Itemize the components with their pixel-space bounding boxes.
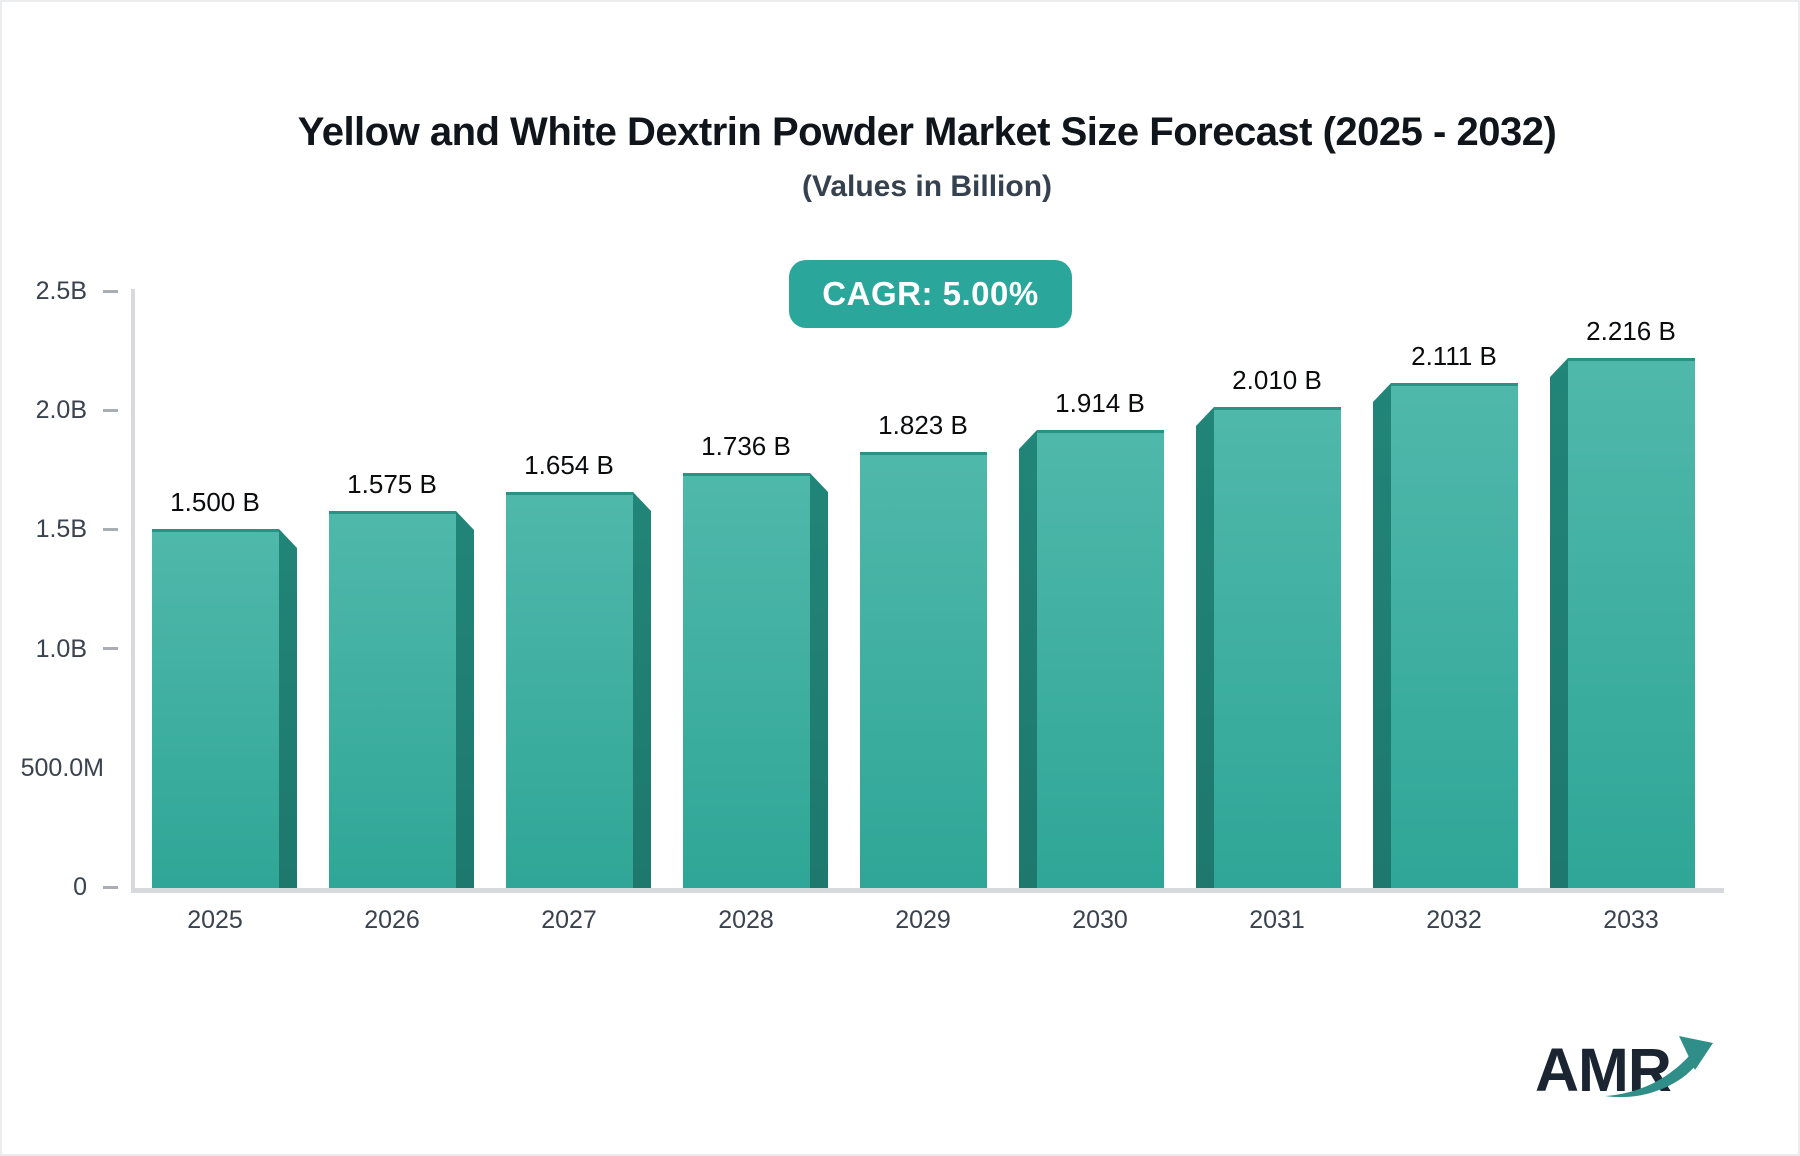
y-axis-tick [103, 647, 118, 651]
y-axis-tick [103, 289, 118, 293]
bar-3d-side [810, 473, 828, 888]
bar-value-label: 1.914 B [1055, 388, 1145, 418]
cagr-badge-label: CAGR: 5.00% [822, 275, 1039, 312]
cagr-badge: CAGR: 5.00% [789, 260, 1072, 328]
bar-value-label: 2.111 B [1411, 341, 1497, 371]
y-axis-tick [103, 408, 118, 412]
bar-3d-side [1019, 430, 1037, 888]
bar-2026 [329, 511, 474, 888]
y-axis-tick [103, 527, 118, 531]
x-axis-label: 2026 [364, 906, 420, 934]
bar-face [329, 511, 456, 888]
y-axis-label: 1.5B [35, 515, 87, 544]
bar-face [1214, 407, 1341, 888]
bar-value-label: 2.216 B [1586, 316, 1676, 346]
x-axis-label: 2030 [1072, 906, 1128, 934]
y-axis-label: 2.5B [35, 277, 87, 305]
bar-value-label: 1.736 B [701, 431, 791, 461]
bar-3d-side [1373, 383, 1391, 888]
bar-3d-side [279, 529, 297, 888]
bar-face [1568, 358, 1695, 888]
bar-value-label: 1.823 B [878, 410, 968, 440]
y-axis-tick [103, 885, 118, 889]
bar-2031 [1196, 407, 1341, 888]
x-axis-label: 2027 [541, 906, 597, 934]
x-axis-label: 2031 [1249, 906, 1305, 934]
bar-2030 [1019, 430, 1164, 888]
x-axis-label: 2032 [1426, 906, 1482, 934]
bar-value-label: 1.500 B [170, 487, 260, 517]
y-axis-label: 1.0B [35, 634, 87, 663]
x-axis-label: 2033 [1603, 906, 1659, 934]
y-axis-label: 2.0B [35, 396, 87, 425]
amr-logo: AMR [1535, 1036, 1713, 1102]
bar-2033 [1550, 358, 1695, 888]
bar-face [1391, 383, 1518, 888]
x-axis-label: 2028 [718, 906, 774, 934]
bar-face [152, 529, 279, 888]
bar-2029 [860, 452, 987, 888]
bar-face [506, 492, 633, 888]
y-axis-label: 500.0M [20, 753, 104, 782]
growth-arrow-icon [1605, 1036, 1713, 1098]
chart-subtitle: (Values in Billion) [801, 170, 1053, 203]
y-axis-line [131, 289, 135, 893]
bar-value-label: 1.575 B [347, 469, 437, 499]
bar-3d-side [633, 492, 651, 888]
bar-2028 [683, 473, 828, 888]
bar-3d-side [1196, 407, 1214, 888]
bar-2032 [1373, 383, 1518, 888]
bar-value-label: 2.010 B [1232, 365, 1322, 395]
x-axis-label: 2025 [187, 906, 243, 934]
x-axis-label: 2029 [895, 906, 951, 934]
bar-value-label: 1.654 B [524, 450, 614, 480]
bar-face [860, 452, 987, 888]
bar-2025 [152, 529, 297, 888]
bar-3d-side [456, 511, 474, 888]
bar-face [1037, 430, 1164, 888]
bar-face [683, 473, 810, 888]
bar-2027 [506, 492, 651, 888]
bar-3d-side [1550, 358, 1568, 888]
y-axis-label: 0 [73, 873, 87, 901]
chart-title: Yellow and White Dextrin Powder Market S… [297, 110, 1557, 154]
x-axis-line [131, 888, 1724, 893]
